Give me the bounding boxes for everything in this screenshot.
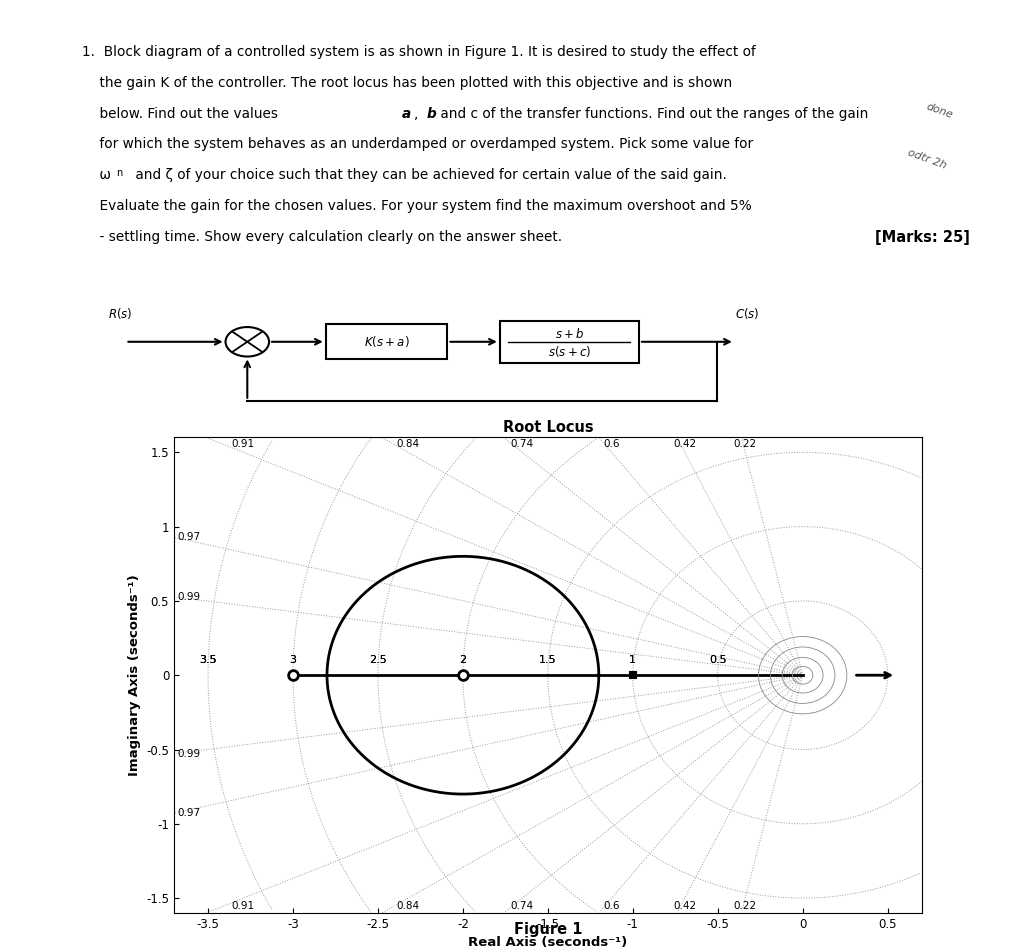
Text: 0.84: 0.84 [396,439,420,450]
Text: $s(s+c)$: $s(s+c)$ [548,343,591,359]
Text: [Marks: 25]: [Marks: 25] [874,230,970,244]
Text: 0.84: 0.84 [396,902,420,911]
Text: Figure 1: Figure 1 [514,922,582,937]
Text: n: n [116,168,123,178]
Text: 3.5: 3.5 [200,655,217,665]
Text: 0.97: 0.97 [177,533,201,542]
Text: 1.5: 1.5 [539,655,557,665]
Text: 0.99: 0.99 [177,592,201,602]
Text: 0.6: 0.6 [603,902,620,911]
Text: 1: 1 [630,655,636,665]
Text: 3.5: 3.5 [200,655,217,665]
Text: 0.5: 0.5 [709,655,727,665]
Text: 0.6: 0.6 [603,439,620,450]
Text: for which the system behaves as an underdamped or overdamped system. Pick some v: for which the system behaves as an under… [82,137,753,151]
Text: a: a [401,107,411,121]
Text: 0.97: 0.97 [177,808,201,818]
Text: and c of the transfer functions. Find out the ranges of the gain: and c of the transfer functions. Find ou… [436,107,868,121]
Text: Evaluate the gain for the chosen values. For your system find the maximum oversh: Evaluate the gain for the chosen values.… [82,199,752,213]
Y-axis label: Imaginary Axis (seconds⁻¹): Imaginary Axis (seconds⁻¹) [128,574,140,776]
Text: $s+b$: $s+b$ [555,326,584,340]
Title: Root Locus: Root Locus [503,420,593,435]
X-axis label: Real Axis (seconds⁻¹): Real Axis (seconds⁻¹) [468,937,628,949]
Text: 1.  Block diagram of a controlled system is as shown in Figure 1. It is desired : 1. Block diagram of a controlled system … [82,45,756,59]
FancyBboxPatch shape [326,324,447,359]
Text: and ζ of your choice such that they can be achieved for certain value of the sai: and ζ of your choice such that they can … [131,168,727,183]
Text: the gain K of the controller. The root locus has been plotted with this objectiv: the gain K of the controller. The root l… [82,76,732,89]
Text: 0.91: 0.91 [231,439,255,450]
Text: - settling time. Show every calculation clearly on the answer sheet.: - settling time. Show every calculation … [82,230,562,243]
Text: 0.42: 0.42 [673,439,696,450]
Text: 3: 3 [290,655,297,665]
Text: 2.5: 2.5 [369,655,387,665]
Text: 0.74: 0.74 [511,439,534,450]
Text: 0.22: 0.22 [733,439,757,450]
Text: done: done [925,102,954,121]
FancyBboxPatch shape [500,320,639,363]
Text: 1: 1 [630,655,636,665]
Text: 2.5: 2.5 [369,655,387,665]
Text: 1.5: 1.5 [539,655,557,665]
Text: 3: 3 [290,655,297,665]
Text: 0.91: 0.91 [231,902,255,911]
Text: 0.42: 0.42 [673,902,696,911]
Text: $C(s)$: $C(s)$ [735,306,759,321]
Text: 2: 2 [460,655,467,665]
Text: 3.5: 3.5 [200,655,217,665]
Text: odtr 2h: odtr 2h [906,147,948,171]
Text: 2: 2 [460,655,467,665]
Text: b: b [426,107,436,121]
Text: 0.74: 0.74 [511,902,534,911]
Text: $K(s+a)$: $K(s+a)$ [364,335,410,349]
Text: 0.99: 0.99 [177,748,201,759]
Text: 0.5: 0.5 [709,655,727,665]
Text: below. Find out the values: below. Find out the values [82,107,283,121]
Text: ω: ω [82,168,111,183]
Text: $R(s)$: $R(s)$ [109,306,132,321]
Text: ,: , [414,107,422,121]
Text: 0.22: 0.22 [733,902,757,911]
